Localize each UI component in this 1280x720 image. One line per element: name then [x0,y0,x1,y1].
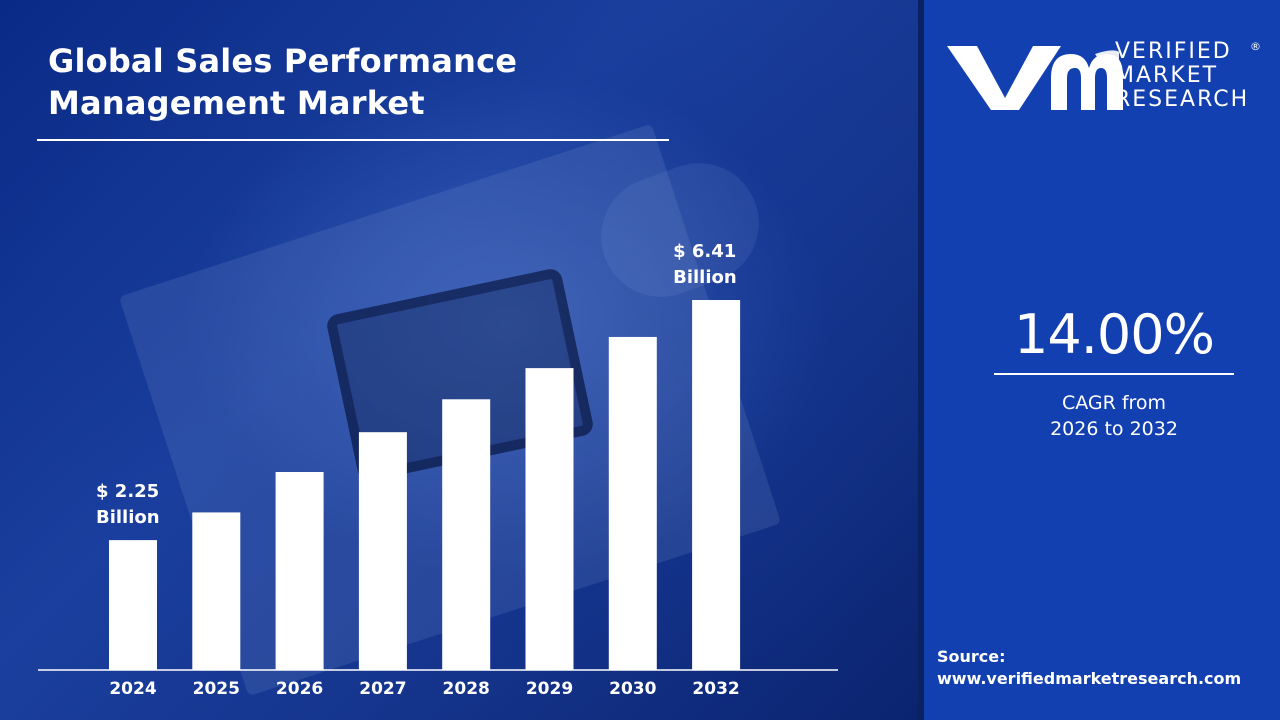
bar-2026 [275,472,324,670]
x-tick-label-2027: 2027 [359,679,406,699]
data-label-value-2024: $ 2.25 [96,481,159,502]
bar-2028 [442,399,491,670]
chart-title: Global Sales Performance Management Mark… [48,40,668,124]
x-tick-label-2025: 2025 [193,679,240,699]
cagr-label-line-2: 2026 to 2032 [1050,418,1178,440]
chart-title-line-2: Management Market [48,84,425,122]
info-panel [924,0,1280,720]
data-label-unit-2032: Billion [673,267,737,288]
bar-chart: 2024 2025 2026 2027 2028 2029 2030 2032 $ 2.25 Bi… [38,241,838,699]
x-tick-label-2024: 2024 [109,679,156,699]
vmr-logo-text: VERIFIED MARKET RESEARCH [1115,40,1249,112]
x-tick-label-2029: 2029 [526,679,573,699]
source-label: Source: [937,647,1006,666]
chart-title-line-1: Global Sales Performance [48,42,518,80]
title-underline [37,139,669,141]
bar-2029 [525,368,574,670]
cagr-divider [994,373,1234,375]
data-label-value-2032: $ 6.41 [673,241,736,262]
bar-2032 [692,300,741,670]
panel-divider [918,0,924,720]
x-tick-label-2026: 2026 [276,679,323,699]
logo-line-market: MARKET [1115,63,1219,88]
cagr-value: 14.00% [1014,303,1215,366]
vmr-logo-icon [947,46,1123,110]
source-url[interactable]: www.verifiedmarketresearch.com [937,669,1242,688]
cagr-label-line-1: CAGR from [1061,392,1167,414]
bar-2027 [358,432,407,670]
logo-line-verified: VERIFIED [1115,39,1232,64]
x-tick-label-2028: 2028 [443,679,490,699]
bar-2030 [608,336,657,670]
data-label-unit-2024: Billion [96,507,160,528]
registered-mark: ® [1250,40,1261,53]
bar-2024 [109,540,157,670]
cagr-label: CAGR from 2026 to 2032 [994,390,1234,442]
logo-line-research: RESEARCH [1115,87,1250,112]
bar-2025 [192,512,241,670]
x-tick-label-2030: 2030 [609,679,656,699]
source-note: Source: www.verifiedmarketresearch.com [937,646,1241,690]
x-tick-label-2032: 2032 [692,679,739,699]
